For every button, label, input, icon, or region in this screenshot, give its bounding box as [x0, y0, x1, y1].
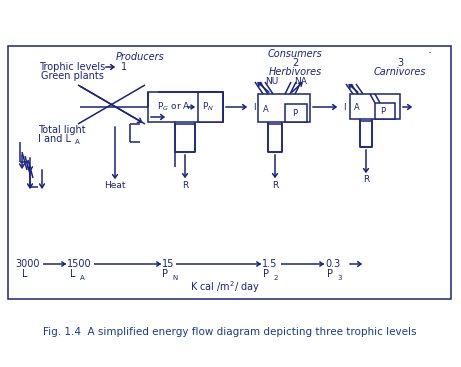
Text: A: A: [80, 275, 85, 281]
Bar: [350, 94, 400, 119]
Text: 3: 3: [337, 275, 342, 281]
Text: Trophic levels: Trophic levels: [39, 62, 105, 72]
Text: N: N: [172, 275, 177, 281]
Text: 3000: 3000: [15, 259, 40, 269]
Bar: [198, 92, 223, 122]
Text: A: A: [354, 102, 360, 112]
Text: P$_G$ or A: P$_G$ or A: [157, 101, 191, 113]
Bar: [285, 104, 307, 122]
Text: Fig. 1.4  A simplified energy flow diagram depicting three trophic levels: Fig. 1.4 A simplified energy flow diagra…: [43, 327, 417, 337]
Text: P: P: [162, 269, 168, 279]
Text: I: I: [253, 102, 256, 112]
Text: 1: 1: [121, 62, 127, 72]
Text: P: P: [380, 108, 385, 116]
Text: 1500: 1500: [67, 259, 92, 269]
Text: P: P: [292, 109, 297, 119]
Text: A: A: [75, 139, 80, 145]
Text: Producers: Producers: [116, 52, 165, 62]
Text: 2: 2: [274, 275, 278, 281]
Text: 1.5: 1.5: [262, 259, 278, 269]
Text: R: R: [272, 181, 278, 189]
Bar: [360, 121, 372, 147]
Text: 15: 15: [162, 259, 174, 269]
Bar: [8, 46, 451, 299]
Bar: [148, 92, 223, 122]
Text: P: P: [327, 269, 333, 279]
Text: Consumers: Consumers: [268, 49, 322, 59]
Text: Total light: Total light: [38, 125, 86, 135]
Text: I and L: I and L: [38, 134, 71, 144]
Text: P$_N$: P$_N$: [202, 101, 214, 113]
Text: 0.3: 0.3: [325, 259, 340, 269]
Text: P: P: [263, 269, 269, 279]
Text: A: A: [263, 105, 269, 113]
Bar: [175, 124, 195, 152]
Bar: [258, 94, 310, 122]
Bar: [268, 124, 282, 152]
Text: Carnivores: Carnivores: [374, 67, 426, 77]
Text: ·: ·: [428, 47, 432, 61]
Text: K cal /m$^2$/ day: K cal /m$^2$/ day: [190, 279, 260, 295]
Text: L: L: [22, 269, 28, 279]
Text: 3: 3: [397, 58, 403, 68]
Text: 2: 2: [292, 58, 298, 68]
Text: I: I: [343, 102, 346, 112]
Text: Green plants: Green plants: [41, 71, 103, 81]
Text: R: R: [182, 181, 188, 189]
Text: Herbivores: Herbivores: [268, 67, 322, 77]
Text: L: L: [70, 269, 76, 279]
Bar: [375, 103, 395, 119]
Text: NU: NU: [266, 77, 278, 87]
Text: R: R: [363, 175, 369, 185]
Text: Heat: Heat: [104, 182, 126, 190]
Text: NA: NA: [295, 77, 307, 87]
